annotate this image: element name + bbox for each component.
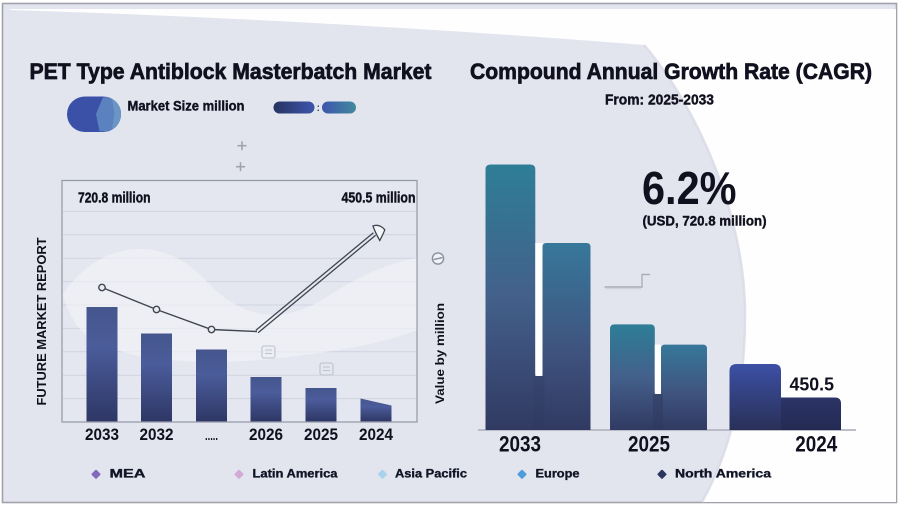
svg-text:2033: 2033	[85, 425, 119, 444]
svg-text:2024: 2024	[359, 425, 393, 444]
svg-text:450.5: 450.5	[790, 374, 835, 395]
svg-text:2026: 2026	[249, 425, 283, 444]
svg-text:.....: .....	[205, 428, 218, 443]
svg-text:Latin America: Latin America	[253, 467, 338, 481]
svg-text:450.5 million: 450.5 million	[342, 191, 416, 207]
svg-text:(USD, 720.8 million): (USD, 720.8 million)	[643, 213, 767, 229]
svg-text:6.2%: 6.2%	[642, 162, 737, 214]
svg-text::: :	[317, 103, 320, 114]
svg-text:PET Type Antiblock Masterbatch: PET Type Antiblock Masterbatch Market	[30, 59, 432, 84]
svg-text:FUTURE MARKET REPORT: FUTURE MARKET REPORT	[34, 237, 49, 405]
svg-text:Market Size million: Market Size million	[128, 98, 245, 114]
svg-text:2032: 2032	[140, 425, 174, 444]
svg-text:North America: North America	[675, 467, 771, 481]
svg-text:2025: 2025	[304, 425, 338, 444]
svg-text:2025: 2025	[628, 432, 670, 457]
svg-text:2033: 2033	[499, 432, 541, 457]
svg-text:From: 2025-2033: From: 2025-2033	[605, 92, 714, 109]
svg-text:720.8 million: 720.8 million	[78, 191, 151, 207]
svg-text:Value by million: Value by million	[433, 303, 447, 404]
svg-text:MEA: MEA	[110, 467, 146, 481]
svg-text:Asia Pacific: Asia Pacific	[395, 467, 467, 481]
svg-text:Europe: Europe	[536, 467, 580, 481]
svg-text:Compound Annual Growth Rate (C: Compound Annual Growth Rate (CAGR)	[470, 59, 872, 84]
svg-text:2024: 2024	[795, 432, 838, 457]
